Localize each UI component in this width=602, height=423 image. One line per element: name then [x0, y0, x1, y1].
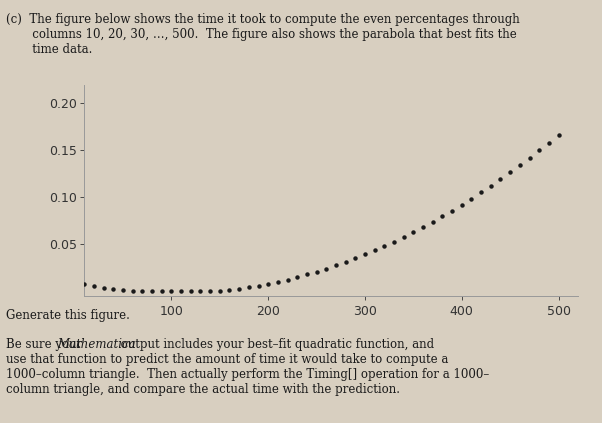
- Text: Mathematica: Mathematica: [57, 338, 136, 352]
- Text: Generate this figure.: Generate this figure.: [6, 309, 130, 322]
- Text: Be sure your               output includes your best–fit quadratic function, and: Be sure your output includes your best–f…: [6, 338, 489, 396]
- Text: (c)  The figure below shows the time it took to compute the even percentages thr: (c) The figure below shows the time it t…: [6, 13, 520, 56]
